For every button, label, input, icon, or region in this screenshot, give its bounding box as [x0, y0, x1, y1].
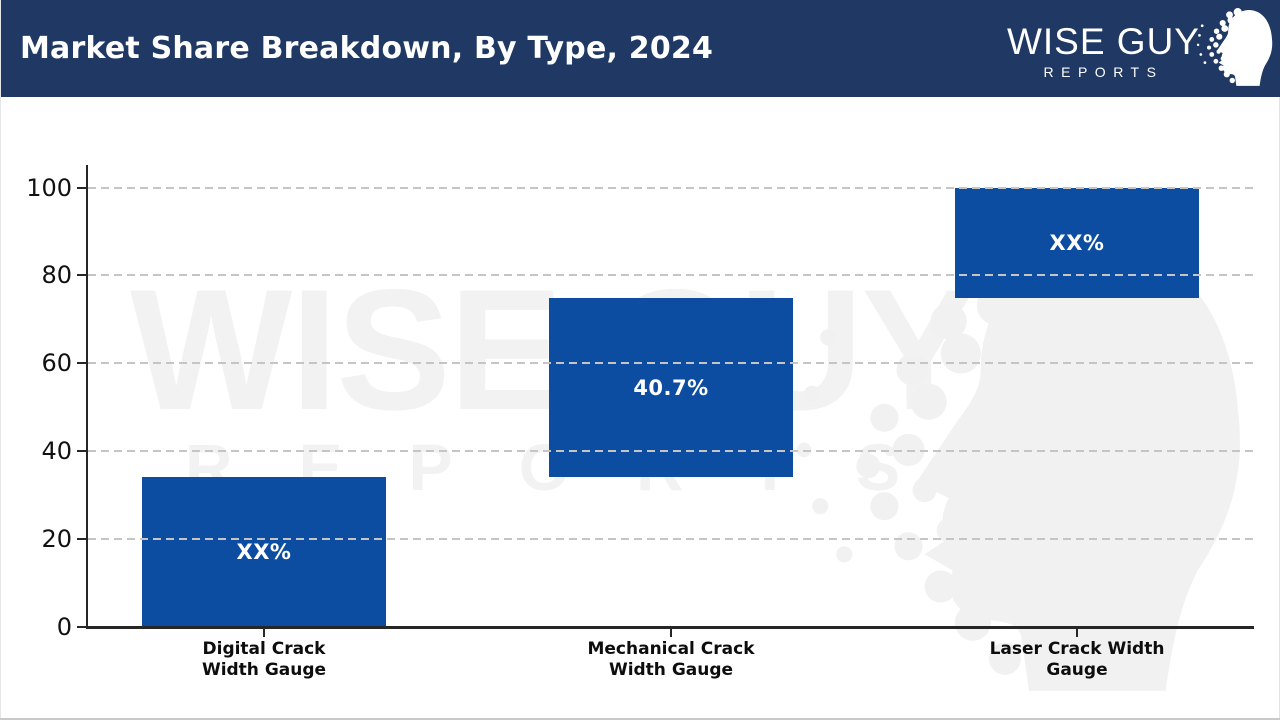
x-tick-mark — [263, 629, 265, 637]
x-tick-mark — [1076, 629, 1078, 637]
x-axis-line — [86, 626, 1254, 629]
gridline — [88, 362, 1253, 365]
gridline — [88, 186, 1253, 189]
category-label-line: Mechanical Crack — [587, 639, 755, 659]
y-tick-label: 80 — [41, 261, 72, 290]
y-tick-label: 100 — [26, 173, 72, 202]
y-tick-mark — [77, 450, 86, 453]
y-axis-line — [86, 165, 88, 629]
logo-face-dots-icon — [1196, 8, 1273, 86]
logo-subtext: REPORTS — [1043, 64, 1164, 80]
bar-value-label: 40.7% — [633, 375, 709, 400]
y-tick-label: 0 — [56, 613, 72, 641]
y-tick-label: 60 — [41, 349, 72, 378]
page-title: Market Share Breakdown, By Type, 2024 — [20, 31, 714, 66]
gridline — [88, 450, 1253, 453]
y-tick-mark — [77, 626, 86, 628]
bar-value-label: XX% — [236, 540, 292, 565]
category-label: Mechanical Crack Width Gauge — [471, 639, 871, 681]
category-label-line: Width Gauge — [608, 660, 734, 680]
category-label: Laser Crack Width Gauge — [877, 639, 1277, 681]
y-tick-mark — [77, 538, 86, 541]
plot-area: XX% 40.7% XX% — [88, 165, 1253, 627]
y-tick-mark — [77, 362, 86, 365]
y-tick-mark — [77, 274, 86, 277]
y-tick-label: 20 — [41, 525, 72, 554]
y-tick-label: 40 — [41, 437, 72, 466]
logo-wordmark: WISE GUY — [1006, 21, 1200, 62]
y-tick-mark — [77, 186, 86, 189]
logo-text: WISE GUY REPORTS — [1006, 21, 1200, 81]
bar: XX% — [142, 477, 386, 627]
category-label-line: Width Gauge — [201, 660, 327, 680]
category-label: Digital Crack Width Gauge — [64, 639, 464, 681]
category-label-line: Laser Crack Width — [989, 639, 1165, 659]
bar-value-label: XX% — [1049, 230, 1105, 255]
header-bar: Market Share Breakdown, By Type, 2024 WI… — [0, 0, 1280, 97]
wise-guy-logo: WISE GUY REPORTS — [1007, 4, 1273, 94]
x-tick-mark — [670, 629, 672, 637]
gridline — [88, 538, 1253, 541]
category-label-line: Gauge — [1046, 660, 1108, 680]
bar: 40.7% — [549, 298, 793, 478]
gridline — [88, 274, 1253, 277]
bar: XX% — [955, 187, 1199, 299]
category-label-line: Digital Crack — [202, 639, 326, 659]
